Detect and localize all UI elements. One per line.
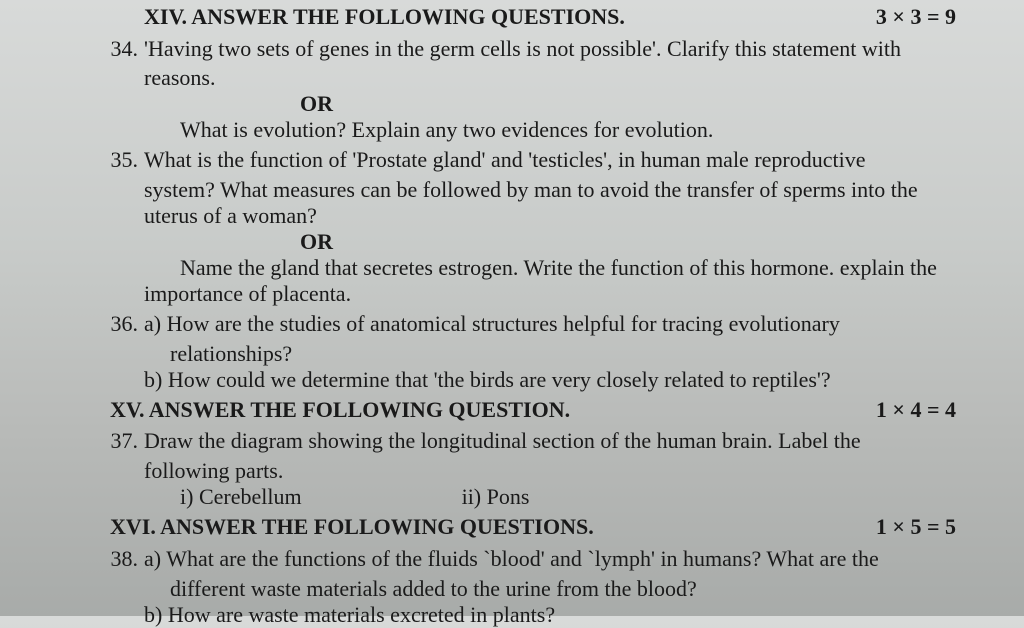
q34-text-1: 'Having two sets of genes in the germ ce… [144,34,964,64]
q37-text-2: following parts. [100,458,964,484]
section-16-header: XVI. ANSWER THE FOLLOWING QUESTIONS. [110,512,594,542]
q35-or: OR [100,229,964,255]
q38-row: 38. a) What are the functions of the flu… [100,544,964,574]
section-14-marks: 3 × 3 = 9 [876,2,964,32]
q34-alt-1: What is evolution? Explain any two evide… [100,117,964,143]
q34-text-2: reasons. [100,65,964,91]
q38-a-1: a) What are the functions of the fluids … [144,544,964,574]
q37-opt-1: i) Cerebellum [180,484,302,510]
q37-text-1: Draw the diagram showing the longitudina… [144,426,964,456]
q35-number: 35. [100,145,144,175]
q34-number: 34. [100,34,144,64]
section-14-header-row: XIV. ANSWER THE FOLLOWING QUESTIONS. 3 ×… [100,2,964,32]
q35-alt-1: Name the gland that secretes estrogen. W… [100,255,964,281]
section-15-marks: 1 × 4 = 4 [876,395,964,425]
q37-row: 37. Draw the diagram showing the longitu… [100,426,964,456]
section-16-header-row: XVI. ANSWER THE FOLLOWING QUESTIONS. 1 ×… [100,512,964,542]
section-15-header-row: XV. ANSWER THE FOLLOWING QUESTION. 1 × 4… [100,395,964,425]
q36-number: 36. [100,309,144,339]
q37-number: 37. [100,426,144,456]
q36-row: 36. a) How are the studies of anatomical… [100,309,964,339]
q37-options: i) Cerebellum ii) Pons [100,484,964,510]
q35-row: 35. What is the function of 'Prostate gl… [100,145,964,175]
q36-b: b) How could we determine that 'the bird… [100,367,964,393]
section-16-marks: 1 × 5 = 5 [876,512,964,542]
section-14-header: XIV. ANSWER THE FOLLOWING QUESTIONS. [144,2,625,32]
q35-text-1: What is the function of 'Prostate gland'… [144,145,964,175]
q35-alt-2: importance of placenta. [100,281,964,307]
q36-a-2: relationships? [100,341,964,367]
q37-opt-2: ii) Pons [462,484,530,510]
q38-b: b) How are waste materials excreted in p… [100,602,964,628]
q38-number: 38. [100,544,144,574]
q34-or: OR [100,91,964,117]
q35-text-2: system? What measures can be followed by… [100,177,964,203]
exam-page: XIV. ANSWER THE FOLLOWING QUESTIONS. 3 ×… [0,2,1024,628]
q35-text-3: uterus of a woman? [100,203,964,229]
q36-a-1: a) How are the studies of anatomical str… [144,309,964,339]
q34-row: 34. 'Having two sets of genes in the ger… [100,34,964,64]
q38-a-2: different waste materials added to the u… [100,576,964,602]
section-15-header: XV. ANSWER THE FOLLOWING QUESTION. [110,395,570,425]
